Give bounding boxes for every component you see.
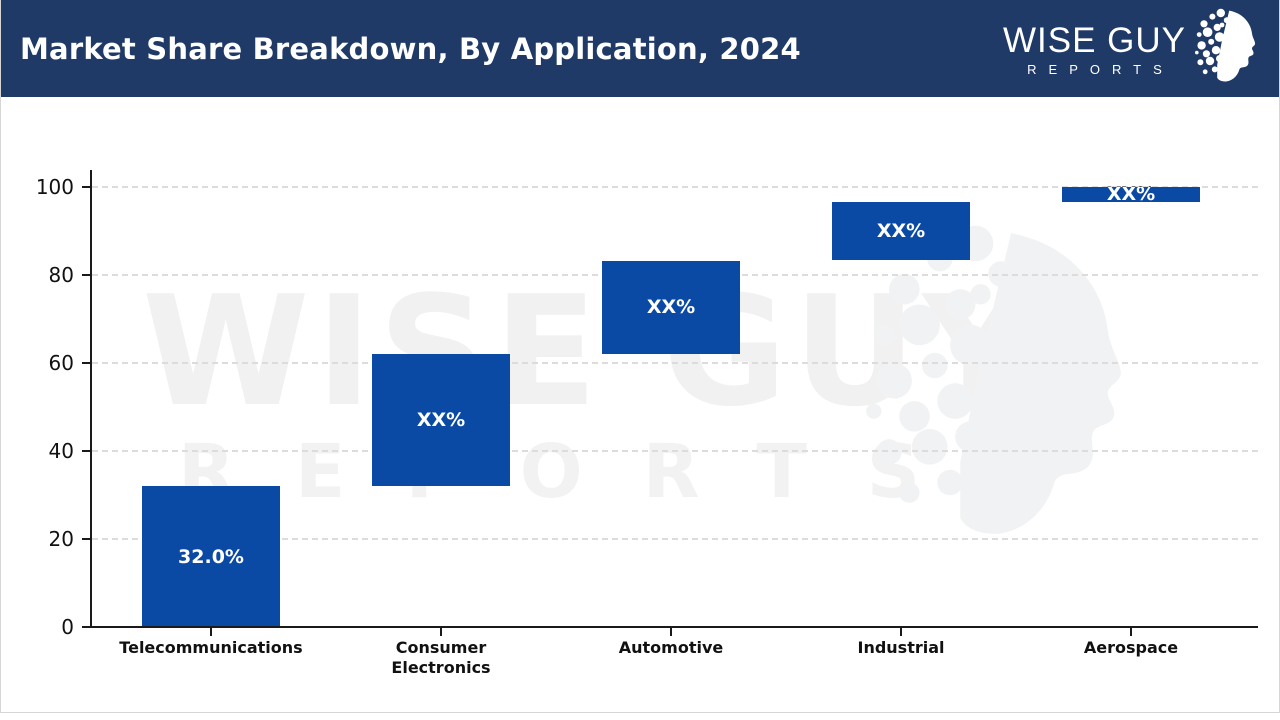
category-label-industrial: Industrial [857,638,945,657]
category-label-telecommunications: Telecommunications [119,638,303,657]
bar-value-label: XX% [1106,186,1156,203]
bar-value-label: 32.0% [178,545,244,568]
bar-industrial: XX% [832,202,970,261]
x-tick-automotive [670,628,672,636]
y-tick-label-80: 80 [48,262,74,287]
gridline-60 [92,361,1258,364]
y-tick-0 [82,626,91,628]
y-tick-label-40: 40 [48,438,74,463]
bar-value-label: XX% [876,220,926,243]
brand-logo-text: WISE GUY REPORTS [1002,20,1186,77]
y-tick-60 [82,361,91,364]
gridline-40 [92,449,1258,452]
brand-subname: REPORTS [1027,61,1174,77]
gridline-20 [92,537,1258,540]
category-label-consumer-electronics: Consumer Electronics [391,638,491,677]
gridline-100 [92,185,1258,188]
y-tick-label-0: 0 [61,615,74,639]
header-bar: Market Share Breakdown, By Application, … [0,0,1280,97]
brand-name: WISE GUY [1002,20,1186,60]
y-tick-20 [82,537,91,540]
y-tick-label-60: 60 [48,350,74,375]
bar-automotive: XX% [602,260,740,354]
y-tick-80 [82,273,91,276]
y-axis-line [90,170,92,628]
brand-head-icon [1195,8,1256,82]
x-tick-aerospace [1130,628,1132,636]
chart-title: Market Share Breakdown, By Application, … [20,31,801,66]
bar-aerospace: XX% [1062,186,1200,203]
brand-logo: WISE GUY REPORTS [1003,6,1266,92]
y-tick-40 [82,449,91,452]
bar-value-label: XX% [416,408,466,431]
x-tick-consumer-electronics [440,628,442,636]
y-tick-100 [82,185,91,188]
x-tick-telecommunications [210,628,212,636]
plot-area: 02040608010032.0%32.0%Telecommunications… [0,97,1280,720]
bar-consumer-electronics: XX% [372,353,510,487]
bar-value-label: XX% [646,296,696,319]
x-tick-industrial [900,628,902,636]
bar-telecommunications: 32.0% [142,486,280,627]
x-axis-line [90,626,1258,628]
y-tick-label-20: 20 [48,526,74,551]
category-label-aerospace: Aerospace [1083,638,1179,657]
y-tick-label-100: 100 [35,174,74,199]
category-label-automotive: Automotive [618,638,724,657]
